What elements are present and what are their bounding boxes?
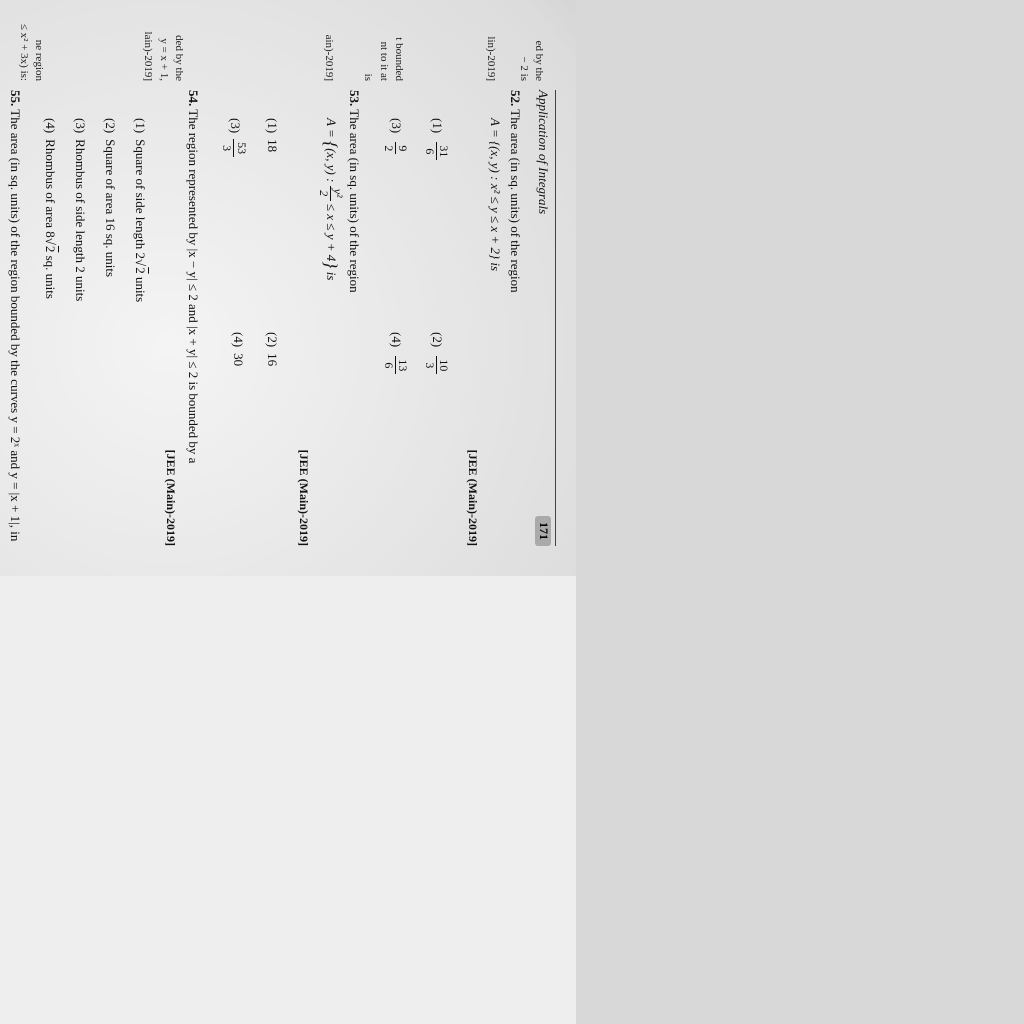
question-source: [JEE (Main)-2019] (162, 90, 181, 546)
option-label: (3) (389, 118, 404, 133)
page-surface: ed by the − 2 is lin)-2019] t bounded nt… (0, 0, 576, 1024)
page-header: Application of Integrals 171 (525, 90, 556, 546)
question-number: 55. (8, 90, 23, 106)
option-value: 30 (231, 353, 246, 366)
option-value: 18 (265, 139, 280, 152)
question-text: The area (in sq. units) of the region bo… (0, 90, 23, 541)
question-text: The area (in sq. units) of the region (508, 109, 523, 292)
option-label: (1) (265, 118, 280, 133)
option-label: (3) (228, 118, 243, 133)
page-inner: ed by the − 2 is lin)-2019] t bounded nt… (0, 0, 576, 576)
page-number: 171 (535, 516, 551, 546)
option: (1)18 (262, 118, 282, 332)
option-label: (4) (231, 332, 246, 347)
option: (3)533 (220, 118, 247, 332)
question-number: 53. (347, 90, 362, 106)
header-title: Application of Integrals (535, 90, 551, 214)
option-label: (2) (430, 332, 445, 347)
question-52: 52. The area (in sq. units) of the regio… (374, 90, 525, 546)
option-label: (2) (103, 118, 118, 133)
option-value: 16 (265, 353, 280, 366)
option-label: (4) (389, 332, 404, 347)
option: (3)Rhombus of side length 2 units (70, 118, 90, 546)
option-label: (1) (430, 118, 445, 133)
option: (2) 103 (423, 332, 450, 546)
question-number: 52. (508, 90, 523, 106)
margin-fragment: ded by the y = x + 1, lain)-2019] (140, 4, 186, 81)
question-53: 53. The area (in sq. units) of the regio… (213, 90, 364, 546)
option: (4)Rhombus of area 8√2 sq. units (40, 118, 60, 546)
margin-fragment: lin)-2019] (483, 4, 498, 81)
option-label: (2) (265, 332, 280, 347)
fraction: 533 (220, 139, 247, 157)
option-label: (4) (43, 118, 58, 133)
fraction: 92 (381, 142, 408, 154)
option-label: (1) (134, 118, 149, 133)
question-source: [JEE (Main)-2019] (295, 90, 314, 546)
options: (1)Square of side length 2√2 units (2)Sq… (35, 90, 156, 546)
options: (1) 316 (2) 103 (3) 92 (4) 136 (374, 90, 457, 546)
option: (2)16 (262, 332, 282, 546)
option: (1) 316 (423, 118, 450, 332)
question-expression: A = {(x, y) : x² ≤ y ≤ x + 2} is (485, 90, 505, 546)
option: (4) 136 (381, 332, 408, 546)
question-54: 54. The region represented by |x − y| ≤ … (35, 90, 203, 546)
margin-fragment: ain)-2019] (321, 4, 336, 81)
fraction: 136 (381, 356, 408, 374)
options: (1)18 (2)16 (3)533 (4)30 (213, 90, 289, 546)
option: (1)Square of side length 2√2 units (130, 118, 150, 546)
question-source: [JEE (Main)-2019] (463, 90, 482, 546)
option-label: (3) (73, 118, 88, 133)
question-expression: A = {(x, y) : y²2 ≤ x ≤ y + 4} is (316, 90, 344, 546)
question-55: 55. The area (in sq. units) of the regio… (0, 90, 25, 546)
option: (2)Square of area 16 sq. units (100, 118, 120, 546)
option: (4)30 (220, 332, 247, 546)
fraction: y²2 (317, 186, 344, 201)
question-number: 54. (186, 90, 201, 106)
option: (3) 92 (381, 118, 408, 332)
margin-fragment: t bounded nt to it at is (360, 4, 406, 81)
fraction: 103 (423, 356, 450, 374)
fraction: 316 (423, 142, 450, 160)
margin-fragment: Main)-2019] (0, 4, 1, 81)
margin-fragment: ne region ≤ x² + 3x) is: (15, 4, 46, 81)
question-text: The region represented by |x − y| ≤ 2 an… (186, 109, 201, 463)
margin-fragment: ed by the − 2 is (515, 4, 546, 81)
question-text: The area (in sq. units) of the region (347, 109, 362, 292)
left-margin-column: ed by the − 2 is lin)-2019] t bounded nt… (0, 0, 576, 85)
